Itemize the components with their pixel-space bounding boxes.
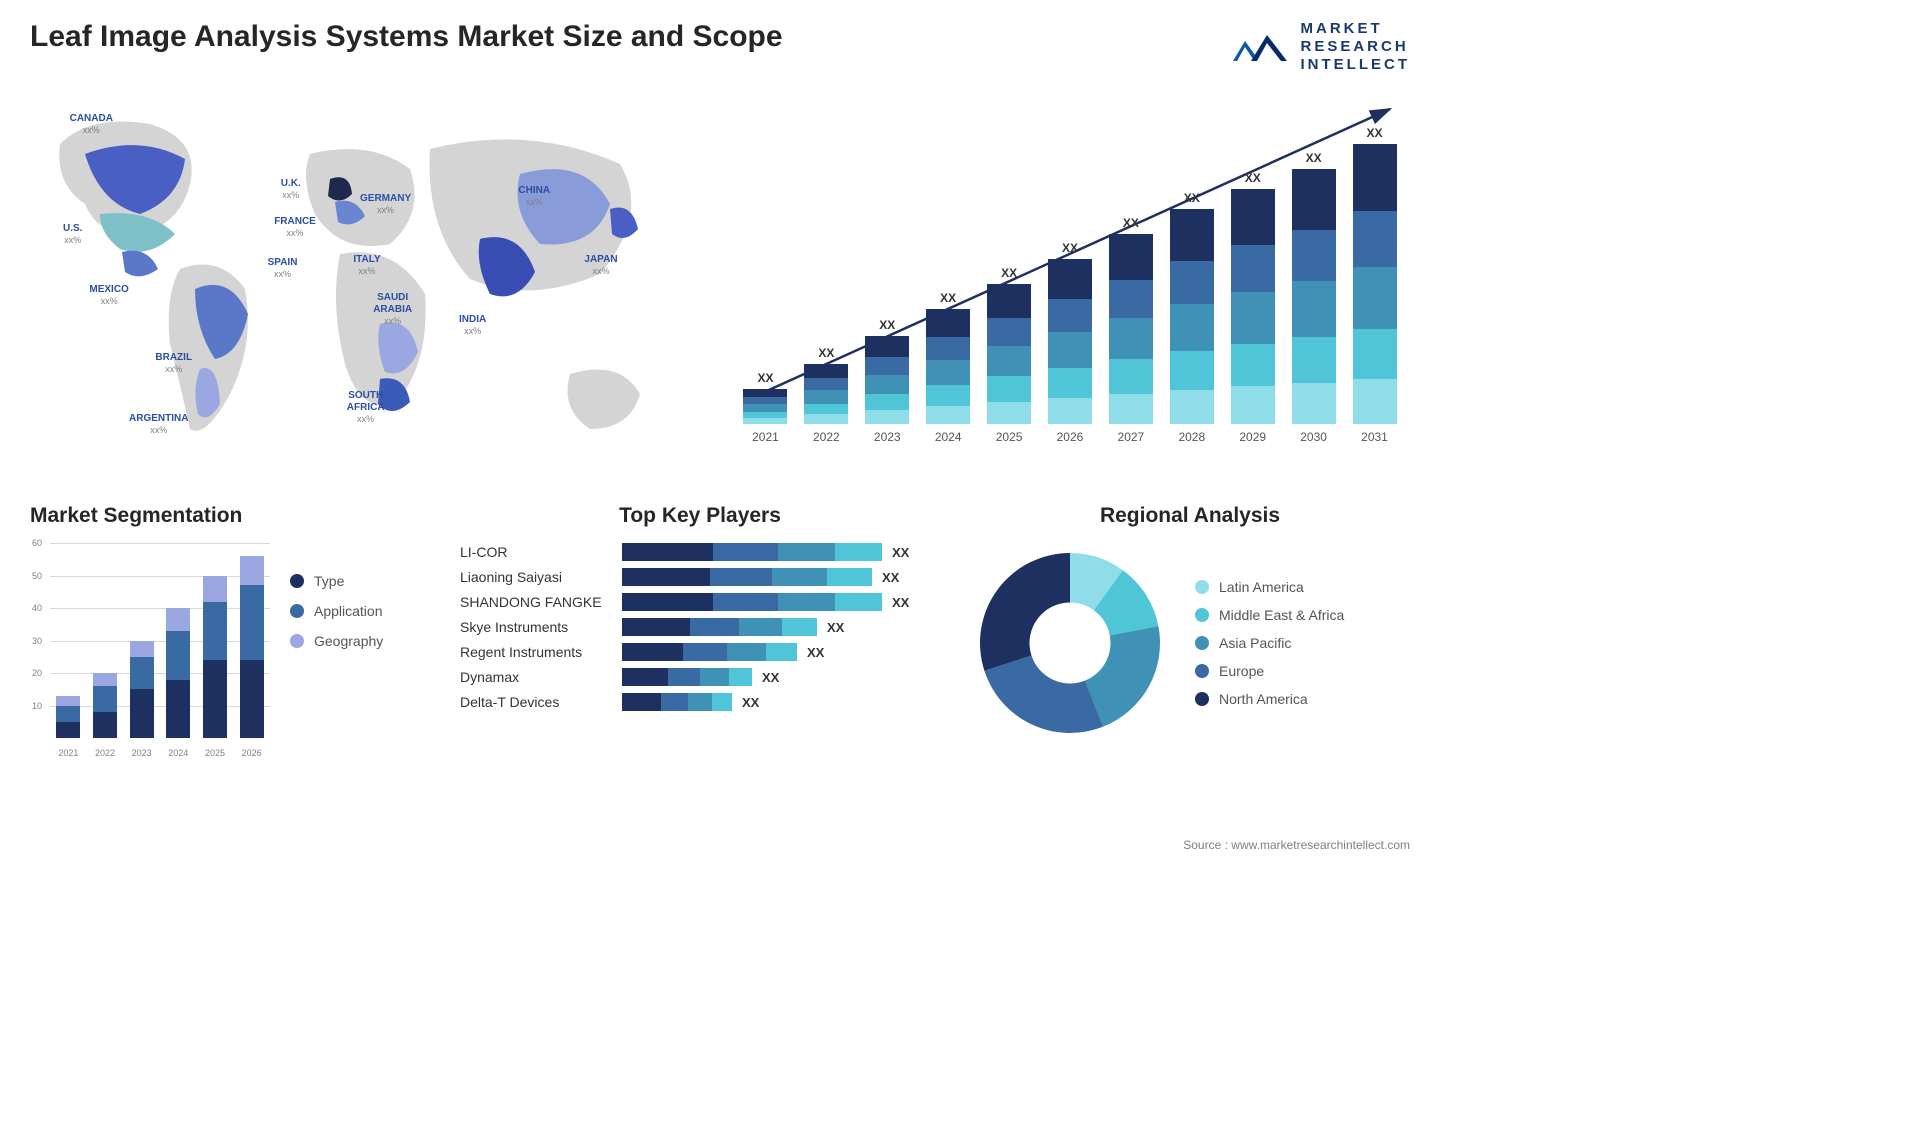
segmentation-year-label: 2023 <box>132 748 152 758</box>
legend-item: Middle East & Africa <box>1195 607 1344 623</box>
forecast-bar: XX <box>1106 216 1156 424</box>
segmentation-bar <box>166 608 190 738</box>
forecast-bar: XX <box>1228 171 1278 424</box>
map-label: BRAZILxx% <box>155 352 192 376</box>
segmentation-year-label: 2021 <box>58 748 78 758</box>
map-label: CHINAxx% <box>518 185 550 209</box>
segmentation-panel: Market Segmentation 102030405060 2021202… <box>30 504 430 758</box>
map-label: CANADAxx% <box>70 113 113 137</box>
forecast-bar: XX <box>1167 191 1217 424</box>
key-player-row: Delta-T DevicesXX <box>460 693 940 711</box>
key-player-row: Skye InstrumentsXX <box>460 618 940 636</box>
regional-legend: Latin America Middle East & Africa Asia Pa… <box>1195 579 1344 707</box>
map-label: SAUDIARABIAxx% <box>373 292 412 328</box>
segmentation-year-label: 2025 <box>205 748 225 758</box>
legend-item: Latin America <box>1195 579 1344 595</box>
forecast-year-label: 2023 <box>862 430 912 444</box>
map-label: INDIAxx% <box>459 314 486 338</box>
forecast-year-label: 2027 <box>1106 430 1156 444</box>
key-player-row: DynamaxXX <box>460 668 940 686</box>
segmentation-bar <box>56 696 80 738</box>
donut-slice <box>980 553 1070 671</box>
key-players-title: Top Key Players <box>460 504 940 528</box>
map-label: ARGENTINAxx% <box>129 413 188 437</box>
world-map: CANADAxx% U.S.xx% MEXICOxx% BRAZILxx% ARGENT… <box>30 94 690 474</box>
forecast-year-label: 2025 <box>984 430 1034 444</box>
forecast-bar: XX <box>740 371 790 424</box>
segmentation-bar <box>240 556 264 738</box>
segmentation-year-label: 2022 <box>95 748 115 758</box>
regional-title: Regional Analysis <box>970 504 1410 528</box>
page-title: Leaf Image Analysis Systems Market Size … <box>30 20 783 54</box>
forecast-bar: XX <box>1289 151 1339 424</box>
key-player-row: Liaoning SaiyasiXX <box>460 568 940 586</box>
legend-item: North America <box>1195 691 1344 707</box>
map-label: U.S.xx% <box>63 223 82 247</box>
forecast-year-label: 2026 <box>1045 430 1095 444</box>
map-label: JAPANxx% <box>584 254 617 278</box>
forecast-year-label: 2022 <box>801 430 851 444</box>
forecast-year-label: 2024 <box>923 430 973 444</box>
forecast-year-label: 2021 <box>740 430 790 444</box>
forecast-bar: XX <box>1045 241 1095 424</box>
donut-slice <box>984 656 1103 733</box>
forecast-bar: XX <box>801 346 851 424</box>
regional-panel: Regional Analysis Latin America Middle Ea… <box>970 504 1410 758</box>
segmentation-legend: Type Application Geography <box>290 543 383 758</box>
legend-item: Application <box>290 603 383 619</box>
forecast-year-label: 2029 <box>1228 430 1278 444</box>
map-label: GERMANYxx% <box>360 193 411 217</box>
map-label: MEXICOxx% <box>89 284 128 308</box>
map-label: SPAINxx% <box>268 257 298 281</box>
forecast-bar: XX <box>1350 126 1400 424</box>
segmentation-bar <box>203 576 227 739</box>
forecast-year-label: 2031 <box>1350 430 1400 444</box>
forecast-year-label: 2028 <box>1167 430 1217 444</box>
segmentation-year-label: 2026 <box>242 748 262 758</box>
key-player-row: LI-CORXX <box>460 543 940 561</box>
map-label: U.K.xx% <box>281 178 301 202</box>
key-players-panel: Top Key Players LI-CORXX Liaoning Saiyasi… <box>460 504 940 758</box>
forecast-chart: XXXXXXXXXXXXXXXXXXXXXX 20212022202320242… <box>730 94 1410 474</box>
legend-item: Type <box>290 573 383 589</box>
forecast-bar: XX <box>923 291 973 424</box>
brand-logo: MARKET RESEARCH INTELLECT <box>1231 20 1411 74</box>
segmentation-chart: 102030405060 202120222023202420252026 <box>30 543 270 758</box>
regional-donut <box>970 543 1170 743</box>
logo-text: MARKET RESEARCH INTELLECT <box>1301 20 1411 74</box>
segmentation-title: Market Segmentation <box>30 504 430 528</box>
legend-item: Asia Pacific <box>1195 635 1344 651</box>
forecast-bar: XX <box>984 266 1034 424</box>
legend-item: Geography <box>290 633 383 649</box>
segmentation-bar <box>93 673 117 738</box>
forecast-year-label: 2030 <box>1289 430 1339 444</box>
logo-icon <box>1231 27 1291 67</box>
legend-item: Europe <box>1195 663 1344 679</box>
map-label: ITALYxx% <box>353 254 380 278</box>
forecast-bar: XX <box>862 318 912 424</box>
map-label: FRANCExx% <box>274 216 316 240</box>
segmentation-bar <box>130 641 154 739</box>
key-player-row: SHANDONG FANGKEXX <box>460 593 940 611</box>
key-player-row: Regent InstrumentsXX <box>460 643 940 661</box>
map-label: SOUTHAFRICAxx% <box>347 390 385 426</box>
segmentation-year-label: 2024 <box>168 748 188 758</box>
source-attribution: Source : www.marketresearchintellect.com <box>1183 838 1410 852</box>
